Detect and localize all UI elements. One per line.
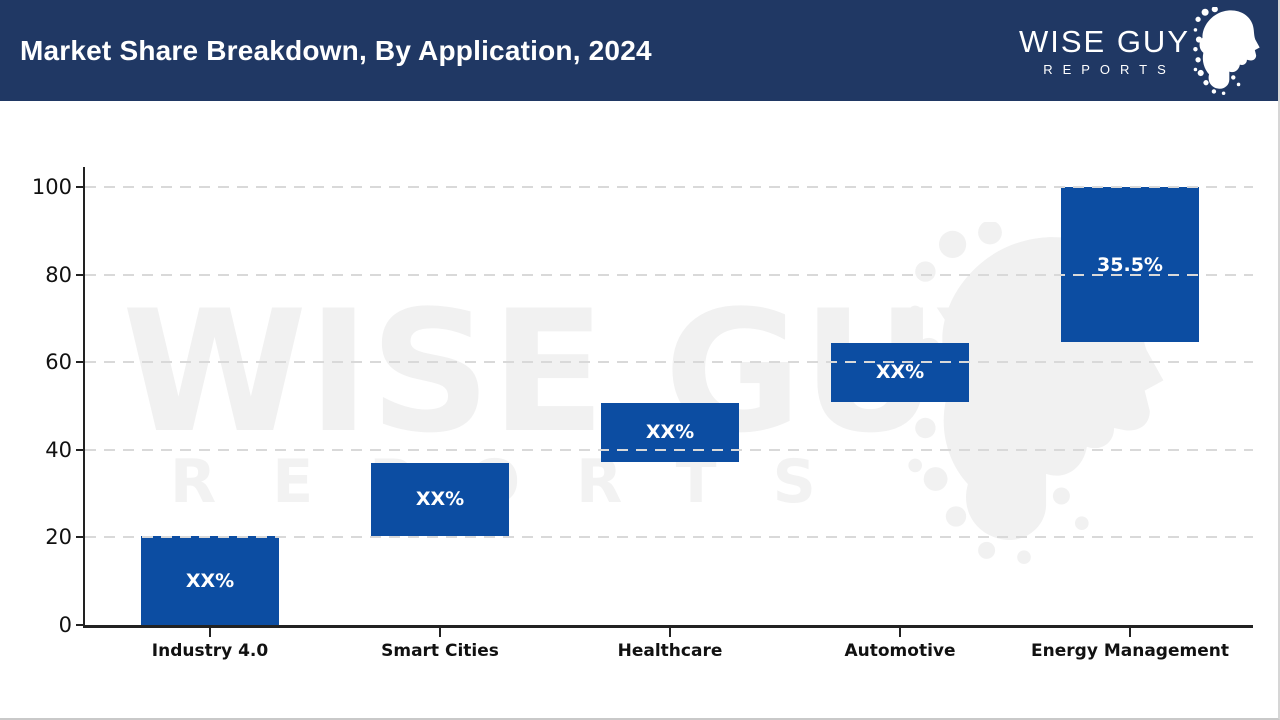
- y-tick-label-60: 60: [45, 350, 72, 375]
- y-tick-mark-60: [76, 361, 84, 364]
- y-tick-mark-40: [76, 448, 84, 451]
- x-category-label: Smart Cities: [381, 641, 499, 661]
- watermark-text-secondary: REPORTS: [170, 447, 872, 517]
- gridline-y-40: [85, 448, 1253, 451]
- x-tick-mark-1: [439, 628, 441, 637]
- bar-value-label: XX%: [415, 488, 465, 511]
- bar-healthcare: [601, 402, 739, 463]
- x-tick-mark-2: [669, 628, 671, 637]
- bar-value-label: XX%: [875, 361, 925, 384]
- x-axis-line: [83, 625, 1253, 628]
- y-tick-label-20: 20: [45, 525, 72, 550]
- brand-head-icon: [1193, 6, 1260, 95]
- y-tick-label-0: 0: [58, 613, 72, 637]
- brand-logo: WISE GUY REPORTS: [1019, 6, 1264, 95]
- y-tick-mark-0: [76, 624, 84, 626]
- gridline-y-60: [85, 361, 1253, 364]
- x-tick-mark-3: [899, 628, 901, 637]
- y-tick-mark-80: [76, 273, 84, 276]
- bar-automotive: [831, 342, 969, 403]
- brand-logo-text: WISE GUY REPORTS: [1019, 26, 1190, 76]
- bar-value-label: XX%: [645, 421, 695, 444]
- bar-industry-4-0: [141, 536, 279, 625]
- y-tick-label-100: 100: [31, 175, 72, 199]
- x-tick-mark-4: [1129, 628, 1131, 637]
- gridline-y-20: [85, 536, 1253, 539]
- bar-smart-cities: [371, 462, 509, 537]
- y-tick-label-40: 40: [45, 437, 72, 462]
- page-title: Market Share Breakdown, By Application, …: [20, 34, 652, 66]
- header-bar: Market Share Breakdown, By Application, …: [0, 0, 1278, 101]
- gridline-y-100: [85, 186, 1253, 188]
- y-axis-line: [83, 167, 85, 627]
- x-category-label: Automotive: [844, 641, 956, 661]
- y-tick-mark-100: [76, 186, 84, 188]
- bar-value-label: 35.5%: [1097, 253, 1163, 276]
- x-category-label: Industry 4.0: [151, 641, 269, 661]
- x-category-label: Healthcare: [617, 641, 723, 661]
- x-category-label: Energy Management: [1031, 641, 1229, 661]
- y-tick-label-80: 80: [45, 262, 72, 287]
- gridline-y-80: [85, 273, 1253, 276]
- x-tick-mark-0: [209, 628, 211, 637]
- brand-name: WISE GUY: [1018, 23, 1190, 59]
- brand-subname: REPORTS: [1043, 61, 1176, 77]
- bar-energy-management: [1061, 187, 1199, 343]
- bar-value-label: XX%: [185, 569, 235, 592]
- y-tick-mark-20: [76, 536, 84, 539]
